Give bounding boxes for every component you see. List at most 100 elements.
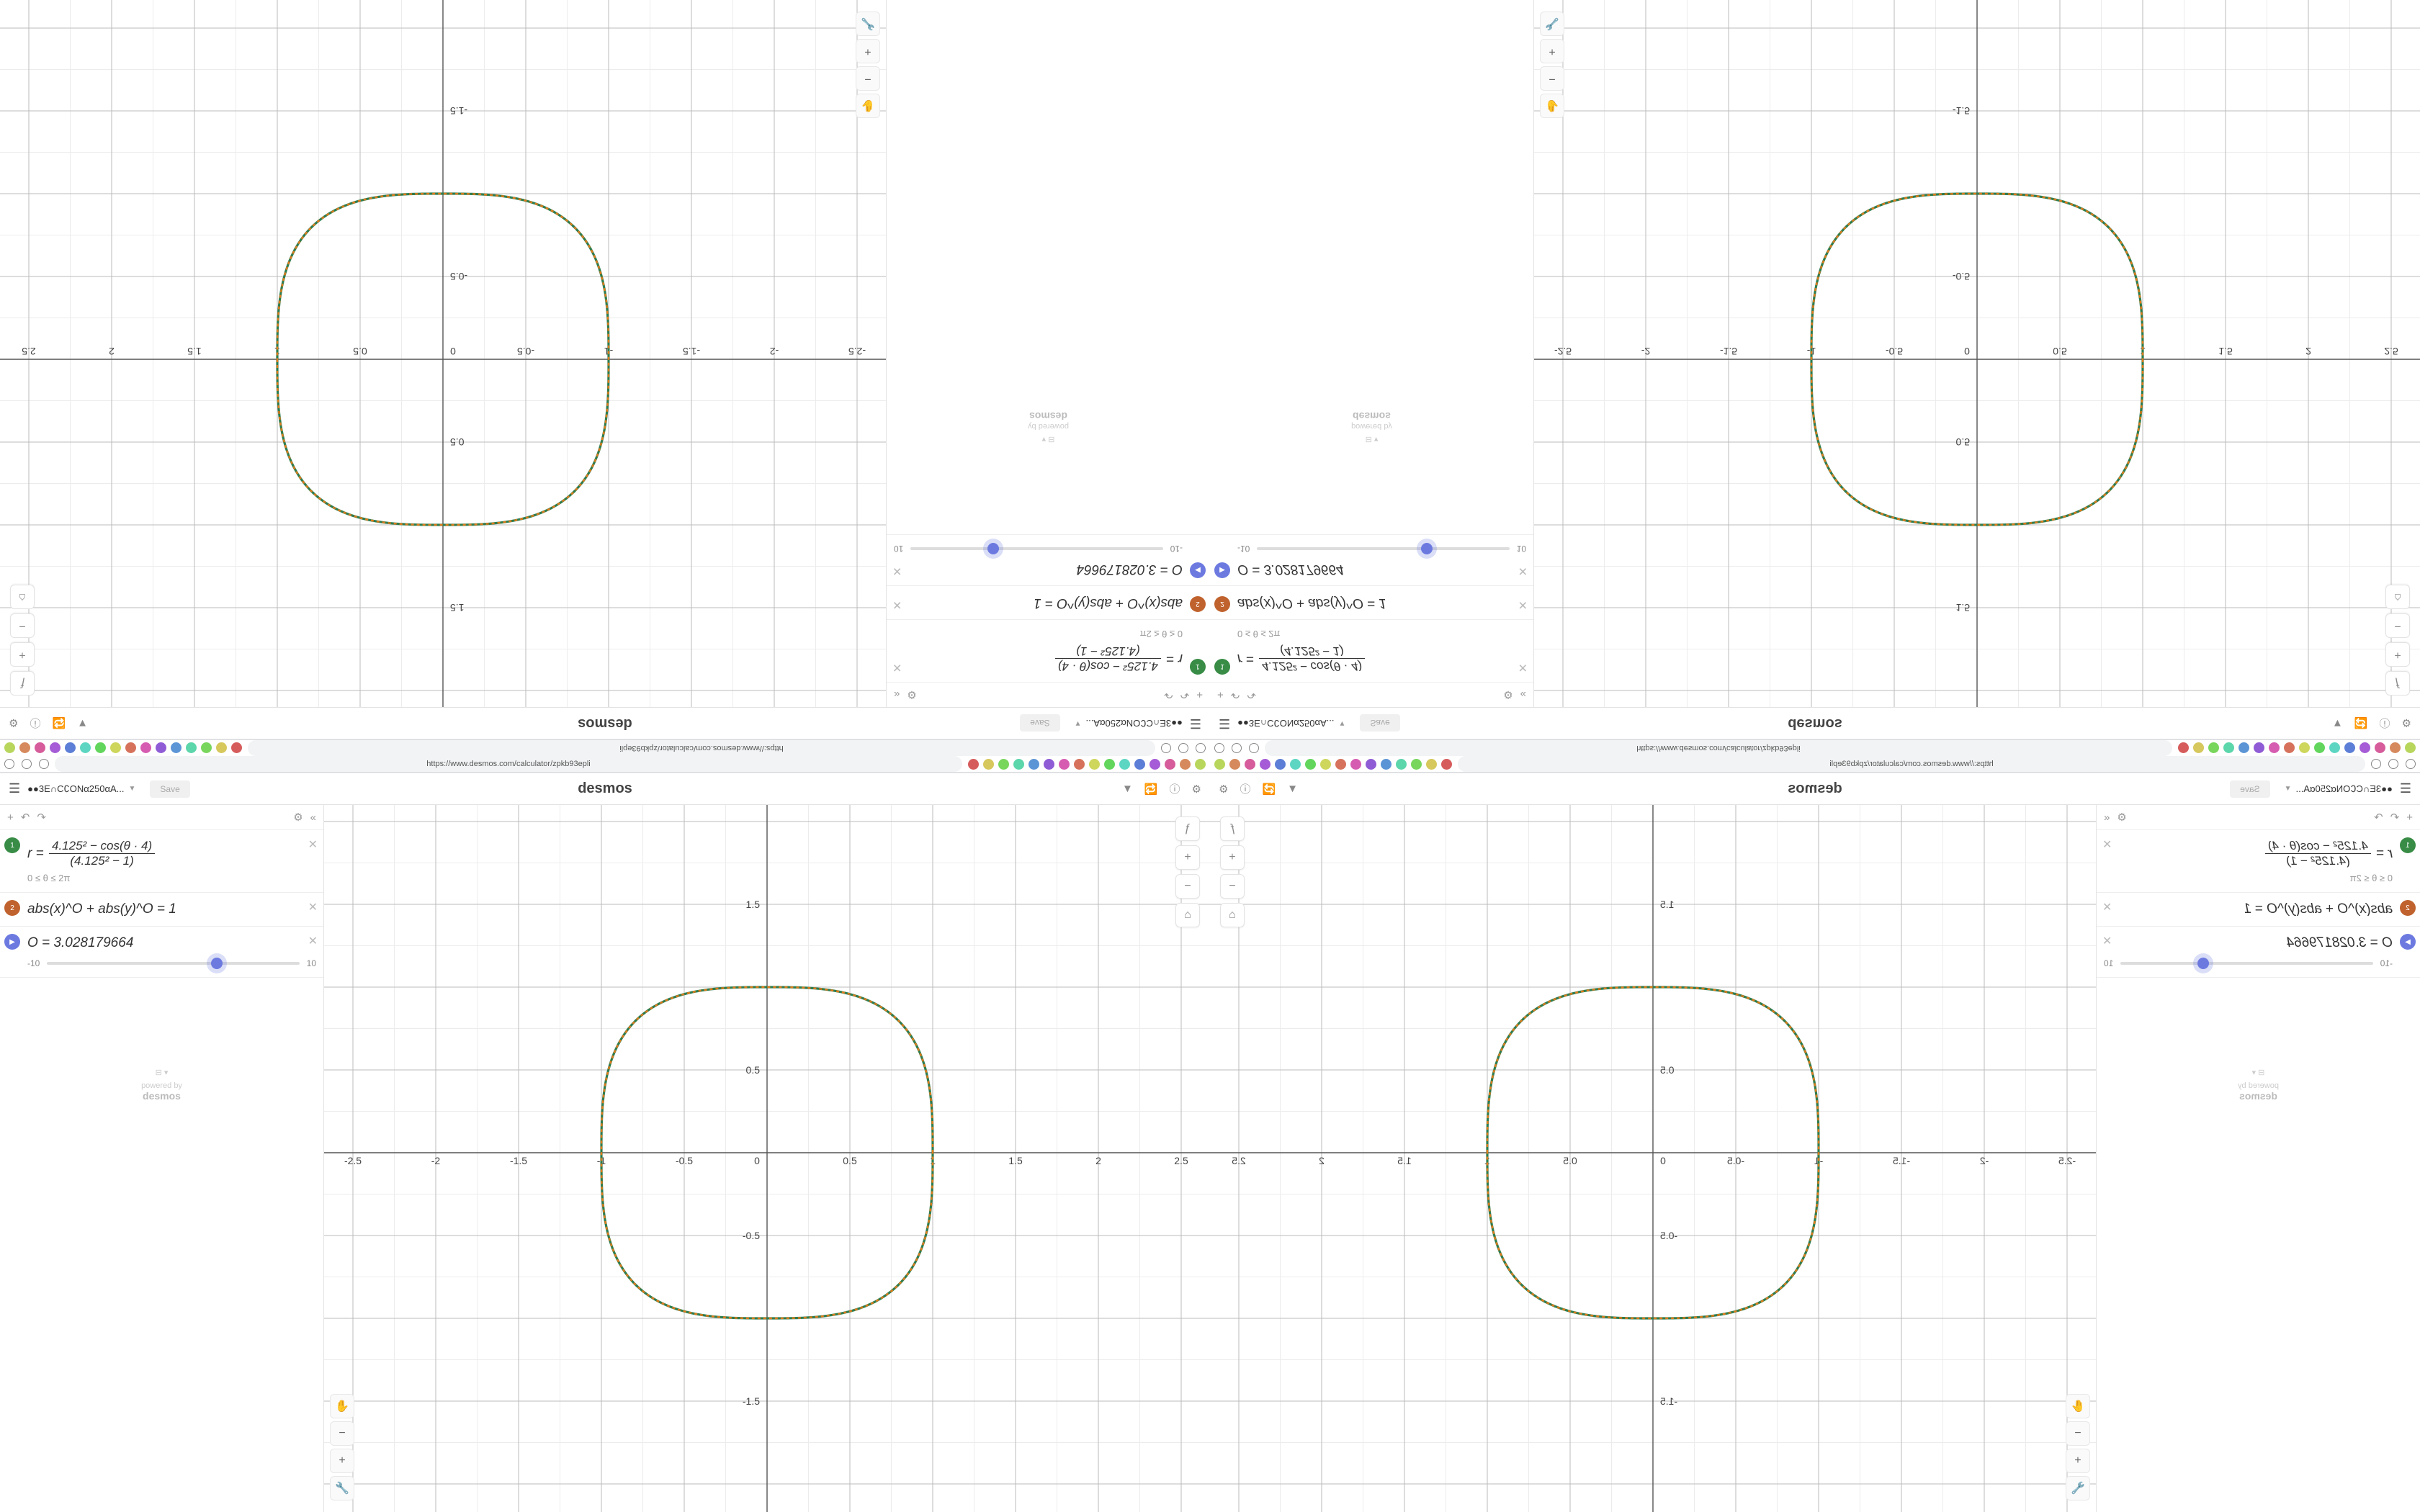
expression-bullet-3-play-icon[interactable]: ▶	[4, 934, 20, 950]
add-expression-icon[interactable]: +	[1217, 689, 1224, 701]
document-title[interactable]: ●●3E∩C∁ΟNα250αA...	[27, 783, 124, 795]
extension-icon[interactable]	[2375, 743, 2385, 754]
graph-area[interactable]: -2.5 -2 -1.5 -1 -0.5 0.5 1 1.5 2 2.5 0 -1.5 -0.5 0.5 1…	[0, 0, 886, 739]
extension-icon[interactable]	[2329, 743, 2340, 754]
graph-zoom-in-icon[interactable]: +	[2385, 642, 2410, 667]
settings-icon[interactable]: ⚙	[1503, 688, 1512, 701]
expression-bullet-2[interactable]: 2	[1190, 596, 1206, 612]
undo-icon[interactable]: ↶	[1180, 688, 1190, 701]
extension-icon[interactable]	[1059, 759, 1070, 770]
expression-bullet-1[interactable]: 1	[1214, 659, 1230, 675]
expression-bullet-2[interactable]: 2	[2400, 900, 2416, 916]
extension-icon[interactable]	[171, 743, 182, 754]
undo-icon[interactable]: ↶	[21, 811, 30, 824]
expression-bullet-3-play-icon[interactable]: ▶	[1190, 562, 1206, 578]
extension-icon[interactable]	[19, 743, 30, 754]
settings-globe-icon[interactable]: ⚙	[9, 717, 18, 730]
function-fx-icon[interactable]: ƒ	[1175, 816, 1200, 841]
graph-home-icon[interactable]: ⌂	[10, 585, 35, 609]
title-dropdown-caret-icon[interactable]: ▼	[128, 785, 135, 793]
extension-icon[interactable]	[1290, 759, 1301, 770]
settings-globe-icon[interactable]: ⚙	[1192, 783, 1201, 796]
slider-track[interactable]	[910, 547, 1162, 550]
extension-icon[interactable]	[1104, 759, 1115, 770]
add-expression-icon[interactable]: +	[2406, 811, 2413, 824]
slider-track[interactable]	[1257, 547, 1509, 550]
reload-icon[interactable]	[1249, 743, 1259, 753]
extension-icon[interactable]	[1089, 759, 1100, 770]
graph-zoom-in-icon[interactable]: +	[1220, 845, 1245, 870]
extension-icon[interactable]	[2269, 743, 2280, 754]
collapse-panel-icon[interactable]: «	[894, 689, 900, 701]
save-button[interactable]: Save	[150, 780, 189, 798]
caret-icon[interactable]: ▼	[2332, 717, 2343, 729]
reload-icon[interactable]	[2371, 759, 2381, 769]
extension-icon[interactable]	[65, 743, 76, 754]
delete-expression-2-icon[interactable]: ✕	[2102, 900, 2112, 914]
extension-icon[interactable]	[983, 759, 994, 770]
menu-icon[interactable]: ☰	[2400, 781, 2411, 796]
settings-icon[interactable]: ⚙	[907, 688, 916, 701]
extension-icon[interactable]	[1195, 759, 1206, 770]
add-expression-icon[interactable]: +	[7, 811, 14, 824]
pan-hand-icon[interactable]: ✋	[1540, 94, 1564, 118]
zoom-in-icon[interactable]: +	[856, 39, 880, 63]
settings-globe-icon[interactable]: ⚙	[1219, 783, 1228, 796]
extension-icon[interactable]	[2223, 743, 2234, 754]
delete-expression-3-icon[interactable]: ✕	[892, 564, 902, 578]
url-bar[interactable]: https://www.desmos.com/calculator/zpkb93…	[1458, 756, 2365, 772]
expression-row-4[interactable]	[0, 977, 323, 1063]
share-icon[interactable]: 🔁	[1262, 783, 1276, 796]
zoom-out-icon[interactable]: −	[330, 1421, 354, 1446]
collapse-panel-icon[interactable]: «	[310, 811, 316, 824]
expression-1-bound[interactable]: 0 ≤ θ ≤ 2π	[27, 873, 316, 883]
extension-icon[interactable]	[2390, 743, 2401, 754]
extension-icon[interactable]	[110, 743, 121, 754]
zoom-in-icon[interactable]: +	[1540, 39, 1564, 63]
extension-icon[interactable]	[35, 743, 45, 754]
graph-svg[interactable]: -2.5-2-1.5-1-0.50.511.522.50-1.5-0.50.51…	[1210, 805, 2096, 1512]
extension-icon[interactable]	[95, 743, 106, 754]
document-title[interactable]: ●●3E∩C∁ΟNα250αA...	[2296, 783, 2393, 795]
wrench-settings-icon[interactable]: 🔧	[1540, 12, 1564, 36]
graph-zoom-in-icon[interactable]: +	[1175, 845, 1200, 870]
graph-svg[interactable]: -2.5-2-1.5-1-0.50.511.522.50-1.5-0.50.51…	[1534, 0, 2420, 707]
graph-home-icon[interactable]: ⌂	[1175, 903, 1200, 927]
expression-bullet-3-play-icon[interactable]: ▶	[1214, 562, 1230, 578]
caret-icon[interactable]: ▼	[1287, 783, 1298, 795]
undo-icon[interactable]: ↶	[1231, 688, 1240, 701]
slider-track[interactable]	[2120, 962, 2372, 965]
function-fx-icon[interactable]: ƒ	[1220, 816, 1245, 841]
redo-icon[interactable]: ↷	[37, 811, 46, 824]
back-icon[interactable]	[2406, 759, 2416, 769]
delete-expression-1-icon[interactable]: ✕	[2102, 837, 2112, 852]
expression-bullet-1[interactable]: 1	[2400, 837, 2416, 853]
expression-row-2[interactable]: 2 ✕ abs(x)^O + abs(y)^O = 1	[2097, 892, 2420, 926]
extension-icon[interactable]	[2405, 743, 2416, 754]
delete-expression-1-icon[interactable]: ✕	[308, 837, 318, 852]
slider-thumb[interactable]	[211, 958, 223, 969]
title-dropdown-caret-icon[interactable]: ▼	[1075, 719, 1082, 727]
extension-icon[interactable]	[50, 743, 60, 754]
expression-bullet-1[interactable]: 1	[1190, 659, 1206, 675]
zoom-in-icon[interactable]: +	[330, 1449, 354, 1473]
expression-row-3[interactable]: ▶ ✕ O = 3.028179664 -10 10	[2097, 926, 2420, 977]
extension-icon[interactable]	[140, 743, 151, 754]
add-expression-icon[interactable]: +	[1196, 689, 1203, 701]
expression-row-1[interactable]: 1 ✕ r = 4.125² − cos(θ · 4) (4.125² − 1)…	[1210, 620, 1533, 683]
extension-icon[interactable]	[231, 743, 242, 754]
expression-row-3[interactable]: ▶ ✕ O = 3.028179664 -10 10	[887, 535, 1210, 586]
delete-expression-2-icon[interactable]: ✕	[1518, 598, 1528, 612]
extension-icon[interactable]	[1411, 759, 1422, 770]
extension-icon[interactable]	[1350, 759, 1361, 770]
keyboard-icon[interactable]: ⊟ ▾	[156, 1068, 169, 1077]
extension-icon[interactable]	[2344, 743, 2355, 754]
extension-icon[interactable]	[1028, 759, 1039, 770]
expression-bullet-1[interactable]: 1	[4, 837, 20, 853]
extension-icon[interactable]	[125, 743, 136, 754]
extension-icon[interactable]	[2284, 743, 2295, 754]
expression-1-bound[interactable]: 0 ≤ θ ≤ 2π	[2104, 873, 2393, 883]
reload-icon[interactable]	[39, 759, 49, 769]
extension-icon[interactable]	[4, 743, 15, 754]
